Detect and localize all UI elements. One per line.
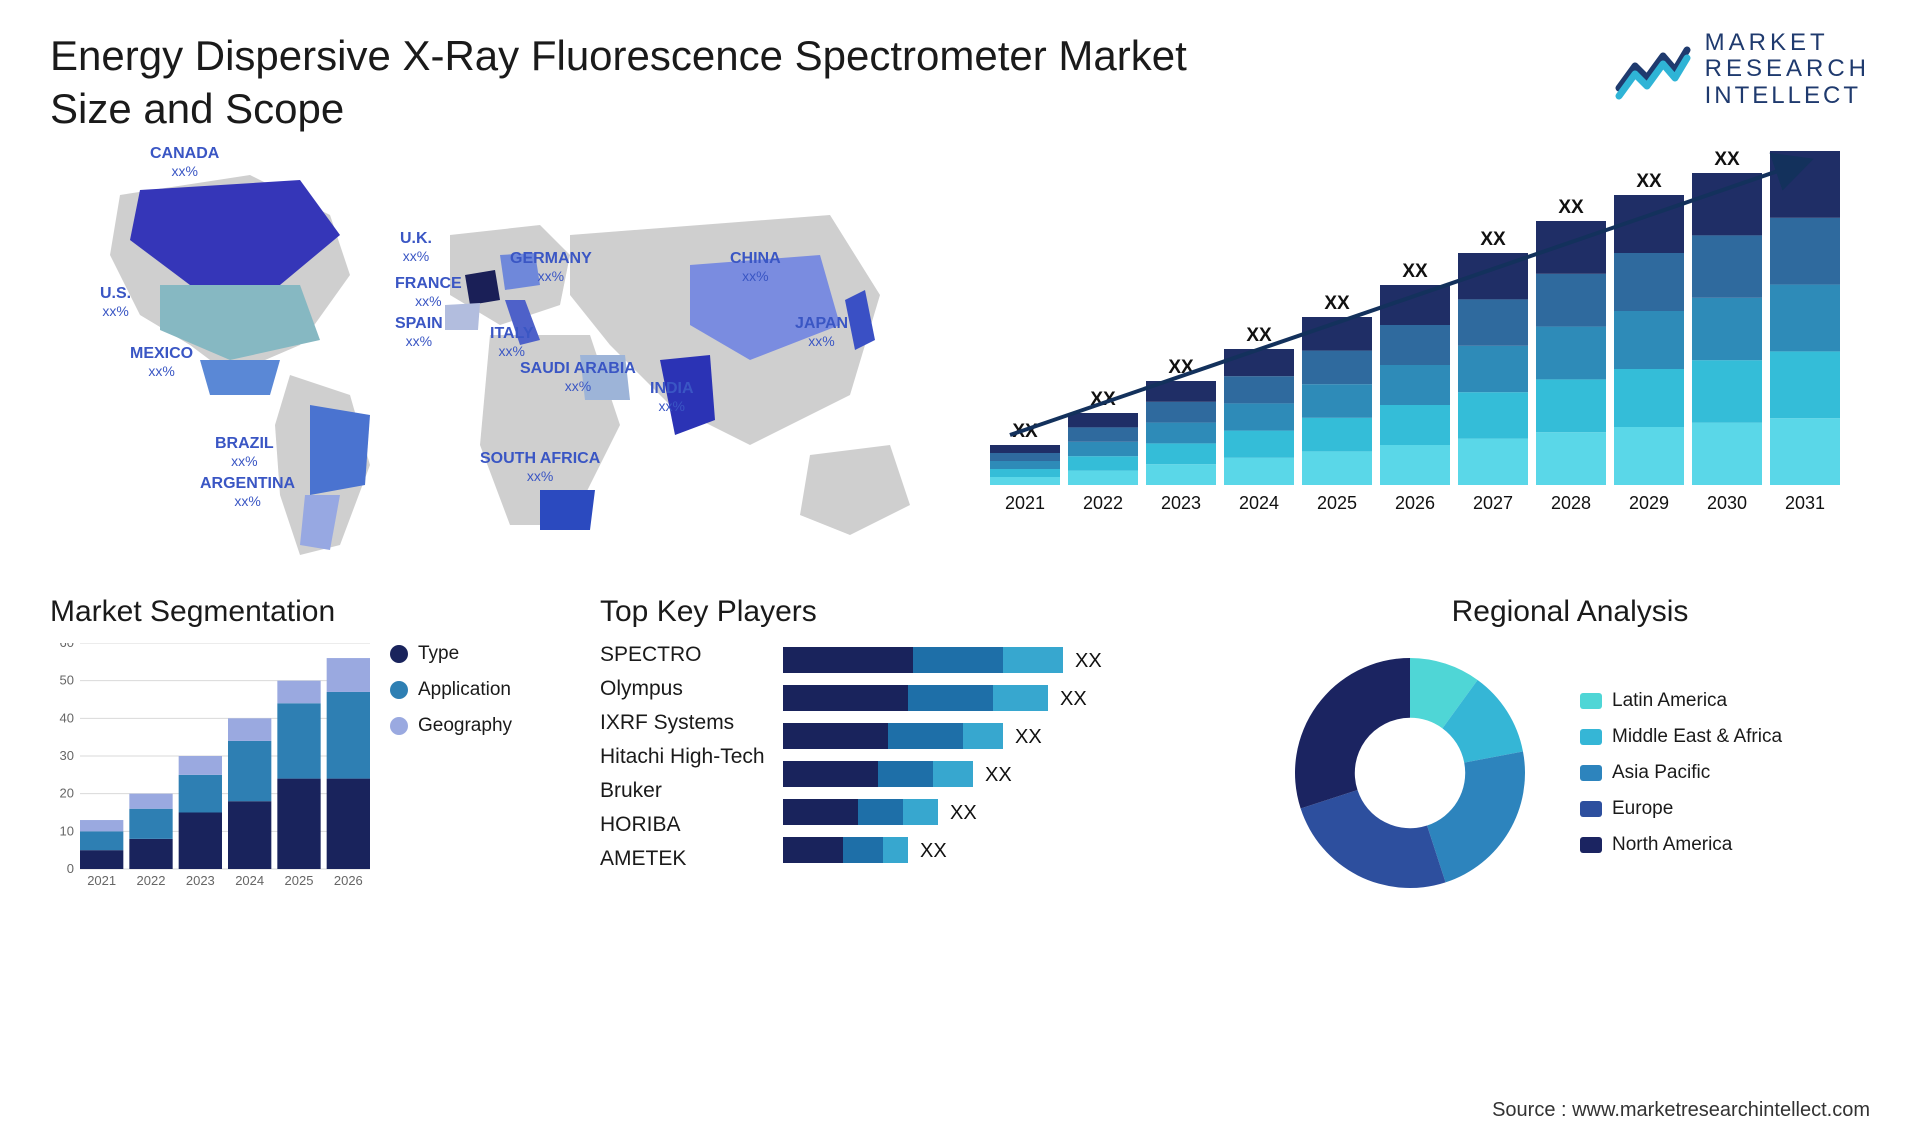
regional-donut bbox=[1270, 643, 1550, 903]
players-chart: XXXXXXXXXXXX bbox=[783, 643, 1163, 903]
segmentation-legend: Type Application Geography bbox=[390, 643, 512, 893]
svg-text:2024: 2024 bbox=[235, 873, 264, 888]
map-label: ARGENTINAxx% bbox=[200, 475, 295, 510]
map-label: BRAZILxx% bbox=[215, 435, 274, 470]
segmentation-title: Market Segmentation bbox=[50, 595, 570, 629]
svg-text:2021: 2021 bbox=[87, 873, 116, 888]
svg-text:2024: 2024 bbox=[1239, 493, 1279, 513]
player-name: AMETEK bbox=[600, 847, 765, 871]
svg-text:2031: 2031 bbox=[1785, 493, 1825, 513]
svg-text:XX: XX bbox=[1480, 229, 1506, 250]
svg-text:XX: XX bbox=[1792, 145, 1818, 148]
svg-text:2023: 2023 bbox=[1161, 493, 1201, 513]
legend-item: Type bbox=[390, 643, 512, 665]
legend-item: North America bbox=[1580, 834, 1782, 856]
player-name: Hitachi High-Tech bbox=[600, 745, 765, 769]
svg-text:XX: XX bbox=[950, 802, 977, 824]
svg-text:XX: XX bbox=[1636, 171, 1662, 192]
svg-text:2030: 2030 bbox=[1707, 493, 1747, 513]
world-map: CANADAxx% U.S.xx% MEXICOxx% BRAZILxx% ARGENT… bbox=[50, 145, 950, 565]
player-name: Olympus bbox=[600, 677, 765, 701]
map-label: FRANCExx% bbox=[395, 275, 462, 310]
svg-text:XX: XX bbox=[1060, 688, 1087, 710]
svg-text:2021: 2021 bbox=[1005, 493, 1045, 513]
legend-item: Application bbox=[390, 679, 512, 701]
player-name: HORIBA bbox=[600, 813, 765, 837]
brand-logo: MARKET RESEARCH INTELLECT bbox=[1615, 30, 1870, 109]
svg-text:20: 20 bbox=[60, 786, 74, 801]
svg-text:XX: XX bbox=[1714, 149, 1740, 170]
logo-mark-icon bbox=[1615, 40, 1691, 100]
legend-item: Europe bbox=[1580, 798, 1782, 820]
map-label: U.K.xx% bbox=[400, 230, 432, 265]
map-label: JAPANxx% bbox=[795, 315, 848, 350]
legend-item: Geography bbox=[390, 715, 512, 737]
svg-text:2025: 2025 bbox=[285, 873, 314, 888]
svg-text:2027: 2027 bbox=[1473, 493, 1513, 513]
svg-text:30: 30 bbox=[60, 748, 74, 763]
map-label: CANADAxx% bbox=[150, 145, 219, 180]
svg-text:XX: XX bbox=[1246, 325, 1272, 346]
svg-text:XX: XX bbox=[1015, 726, 1042, 748]
svg-text:40: 40 bbox=[60, 710, 74, 725]
svg-text:2029: 2029 bbox=[1629, 493, 1669, 513]
page-title: Energy Dispersive X-Ray Fluorescence Spe… bbox=[50, 30, 1250, 135]
map-label: SPAINxx% bbox=[395, 315, 443, 350]
players-title: Top Key Players bbox=[600, 595, 1240, 629]
svg-text:2026: 2026 bbox=[1395, 493, 1435, 513]
player-name: IXRF Systems bbox=[600, 711, 765, 735]
segmentation-chart: 0 10 20 30 40 50 60 2021 2022 2023 2024 2025 2026 bbox=[50, 643, 370, 893]
svg-text:XX: XX bbox=[1075, 650, 1102, 672]
svg-text:2026: 2026 bbox=[334, 873, 363, 888]
growth-chart: XX 2021 XX 2022 XX 2023 XX 2024 XX 2025 XX 2026 XX 20… bbox=[990, 145, 1870, 565]
player-name: SPECTRO bbox=[600, 643, 765, 667]
svg-text:XX: XX bbox=[985, 764, 1012, 786]
svg-text:2023: 2023 bbox=[186, 873, 215, 888]
logo-line2: RESEARCH bbox=[1705, 56, 1870, 82]
regional-legend: Latin America Middle East & Africa Asia Pa… bbox=[1580, 690, 1782, 856]
svg-text:2022: 2022 bbox=[1083, 493, 1123, 513]
svg-text:XX: XX bbox=[1558, 197, 1584, 218]
player-name-list: SPECTRO Olympus IXRF Systems Hitachi High-T… bbox=[600, 643, 765, 903]
svg-text:XX: XX bbox=[1402, 261, 1428, 282]
map-label: ITALYxx% bbox=[490, 325, 534, 360]
map-label: GERMANYxx% bbox=[510, 250, 592, 285]
svg-text:2022: 2022 bbox=[137, 873, 166, 888]
legend-item: Asia Pacific bbox=[1580, 762, 1782, 784]
map-label: SAUDI ARABIAxx% bbox=[520, 360, 636, 395]
svg-text:XX: XX bbox=[1324, 293, 1350, 314]
map-label: INDIAxx% bbox=[650, 380, 694, 415]
svg-text:10: 10 bbox=[60, 823, 74, 838]
svg-text:XX: XX bbox=[920, 840, 947, 862]
svg-text:2028: 2028 bbox=[1551, 493, 1591, 513]
svg-text:60: 60 bbox=[60, 643, 74, 650]
legend-item: Latin America bbox=[1580, 690, 1782, 712]
svg-text:2025: 2025 bbox=[1317, 493, 1357, 513]
map-label: SOUTH AFRICAxx% bbox=[480, 450, 600, 485]
svg-text:50: 50 bbox=[60, 673, 74, 688]
player-name: Bruker bbox=[600, 779, 765, 803]
svg-text:0: 0 bbox=[67, 861, 74, 876]
regional-title: Regional Analysis bbox=[1270, 595, 1870, 629]
map-label: MEXICOxx% bbox=[130, 345, 193, 380]
logo-line1: MARKET bbox=[1705, 30, 1870, 56]
source-text: Source : www.marketresearchintellect.com bbox=[1492, 1099, 1870, 1122]
map-label: U.S.xx% bbox=[100, 285, 131, 320]
legend-item: Middle East & Africa bbox=[1580, 726, 1782, 748]
map-label: CHINAxx% bbox=[730, 250, 781, 285]
logo-line3: INTELLECT bbox=[1705, 83, 1870, 109]
